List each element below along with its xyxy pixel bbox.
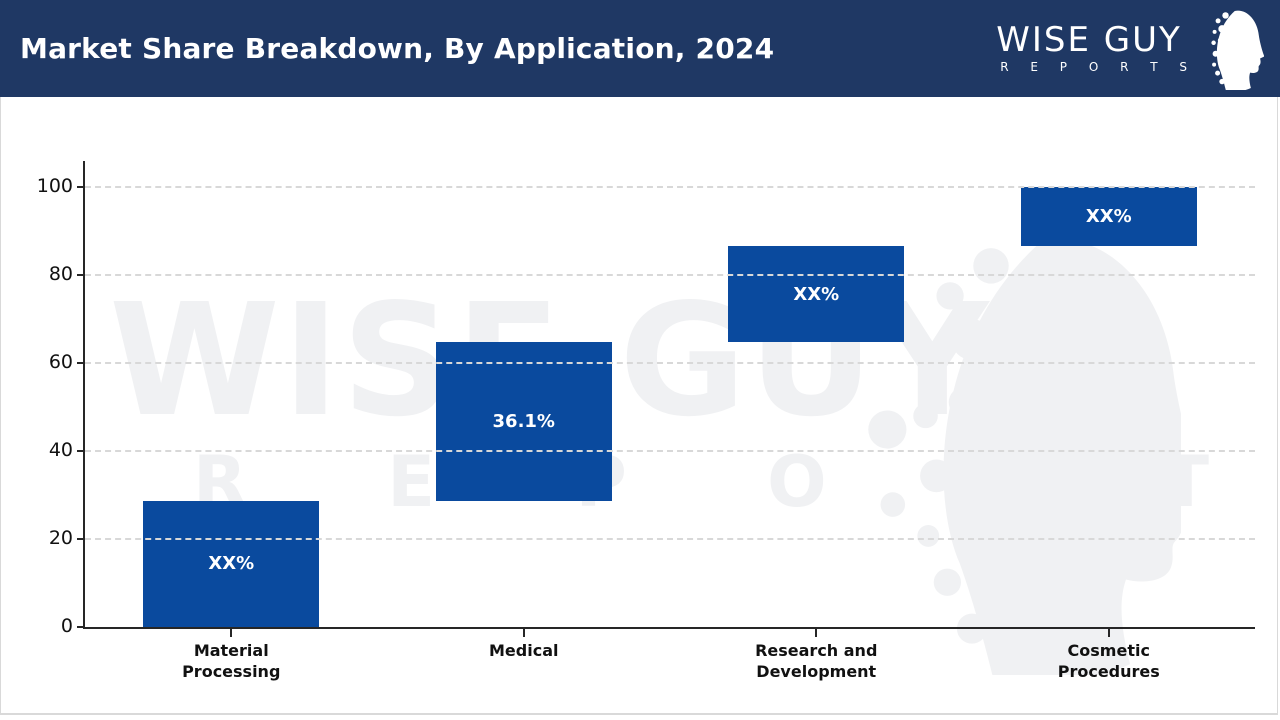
y-tick-60 (77, 362, 85, 364)
bar-research-and-development: XX% (728, 246, 905, 342)
x-tick-medical (522, 629, 525, 637)
x-category-label-cosmetic-procedures: Cosmetic Procedures (1057, 641, 1160, 681)
y-tick-label-40: 40 (48, 439, 73, 461)
x-tick-cosmetic-procedures (1107, 629, 1110, 637)
y-tick-label-0: 0 (60, 615, 73, 637)
y-axis-line (83, 161, 85, 629)
bar-medical: 36.1% (435, 341, 612, 501)
page-title: Market Share Breakdown, By Application, … (20, 32, 775, 65)
chart-canvas: WISE GUY R E P O R T S XX%36.1%XX%XX%020… (0, 97, 1278, 715)
y-tick-label-100: 100 (36, 175, 73, 197)
gridline-20 (85, 538, 1255, 540)
x-tick-material-processing (230, 629, 233, 637)
y-tick-label-60: 60 (48, 351, 73, 373)
bar-material-processing: XX% (143, 500, 320, 627)
y-tick-80 (77, 274, 85, 276)
wise-guy-reports-logo: WISE GUY R E P O R T S (996, 8, 1264, 90)
logo-subtitle: R E P O R T S (1000, 59, 1196, 74)
logo-head-icon (1211, 10, 1264, 90)
y-tick-100 (77, 186, 85, 188)
x-tick-research-and-development (815, 629, 818, 637)
y-tick-label-20: 20 (48, 527, 73, 549)
bar-value-label: 36.1% (492, 410, 555, 432)
bar-value-label: XX% (208, 553, 255, 575)
x-category-label-medical: Medical (489, 641, 559, 660)
gridline-60 (85, 362, 1255, 364)
x-category-label-material-processing: Material Processing (182, 641, 281, 681)
header-bar: Market Share Breakdown, By Application, … (0, 0, 1280, 97)
y-tick-20 (77, 538, 85, 540)
y-tick-0 (77, 626, 85, 628)
bar-value-label: XX% (793, 283, 840, 305)
bar-cosmetic-procedures: XX% (1020, 187, 1197, 247)
y-tick-label-80: 80 (48, 263, 73, 285)
logo-text: WISE GUY R E P O R T S (996, 20, 1196, 74)
y-tick-40 (77, 450, 85, 452)
x-category-label-research-and-development: Research and Development (755, 641, 878, 681)
gridline-80 (85, 274, 1255, 276)
logo-wordmark: WISE GUY (996, 20, 1182, 61)
bar-value-label: XX% (1085, 206, 1132, 228)
gridline-40 (85, 450, 1255, 452)
x-axis-line (83, 627, 1255, 629)
gridline-100 (85, 186, 1255, 188)
